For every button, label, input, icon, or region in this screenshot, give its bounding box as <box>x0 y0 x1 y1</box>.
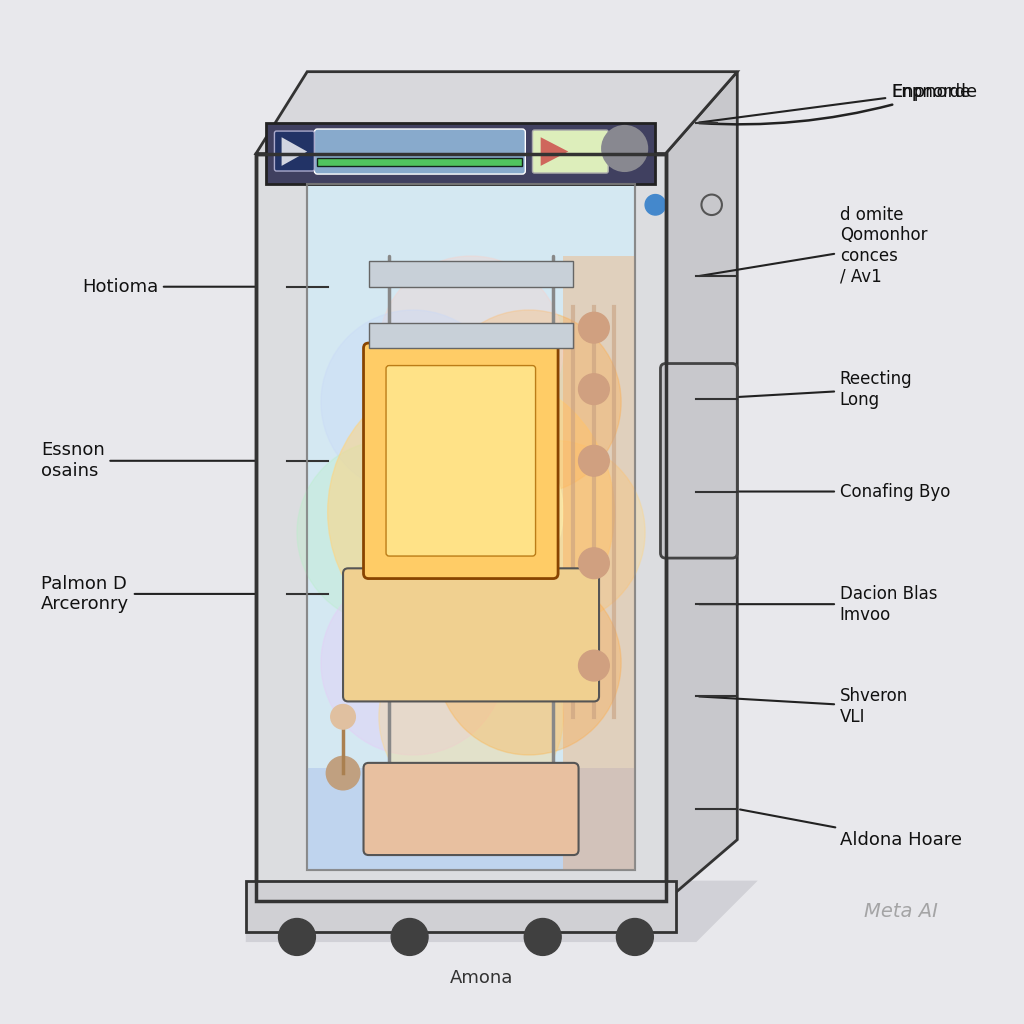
Circle shape <box>437 310 622 495</box>
Circle shape <box>391 919 428 955</box>
Polygon shape <box>307 768 635 870</box>
Circle shape <box>461 440 645 625</box>
Text: Essnon
osains: Essnon osains <box>41 441 325 480</box>
Text: Shveron
VLI: Shveron VLI <box>699 687 908 726</box>
Circle shape <box>327 757 359 790</box>
Polygon shape <box>256 154 666 901</box>
Text: Enpnorde: Enpnorde <box>699 83 971 123</box>
Polygon shape <box>563 256 635 870</box>
Circle shape <box>524 919 561 955</box>
Circle shape <box>321 310 505 495</box>
Text: Hotioma: Hotioma <box>82 278 325 296</box>
Text: Reecting
Long: Reecting Long <box>699 370 912 409</box>
FancyBboxPatch shape <box>386 366 536 556</box>
FancyBboxPatch shape <box>660 364 737 558</box>
Text: Palmon D
Arceronry: Palmon D Arceronry <box>41 574 325 613</box>
Circle shape <box>331 705 355 729</box>
Circle shape <box>379 625 563 809</box>
Circle shape <box>328 369 614 655</box>
Text: Enpnorde: Enpnorde <box>699 83 977 124</box>
Circle shape <box>579 548 609 579</box>
Circle shape <box>579 650 609 681</box>
Polygon shape <box>246 881 676 932</box>
Circle shape <box>279 919 315 955</box>
Circle shape <box>379 420 563 604</box>
Text: Meta AI: Meta AI <box>864 902 938 921</box>
Circle shape <box>616 919 653 955</box>
FancyBboxPatch shape <box>274 131 314 171</box>
Text: Conafing Byo: Conafing Byo <box>699 482 950 501</box>
Polygon shape <box>266 123 655 184</box>
Circle shape <box>579 445 609 476</box>
Circle shape <box>321 570 505 755</box>
Circle shape <box>437 570 622 755</box>
Text: Amona: Amona <box>450 969 513 987</box>
Circle shape <box>602 126 647 171</box>
Circle shape <box>645 195 666 215</box>
Polygon shape <box>256 72 737 154</box>
FancyBboxPatch shape <box>532 130 608 173</box>
Circle shape <box>579 312 609 343</box>
Circle shape <box>379 256 563 440</box>
FancyBboxPatch shape <box>317 158 522 166</box>
Circle shape <box>579 374 609 404</box>
Polygon shape <box>246 881 758 942</box>
Polygon shape <box>369 323 573 348</box>
Polygon shape <box>282 137 307 166</box>
Text: Dacion Blas
Imvoo: Dacion Blas Imvoo <box>699 585 937 624</box>
Circle shape <box>297 440 481 625</box>
Text: Aldona Hoare: Aldona Hoare <box>740 810 962 849</box>
FancyBboxPatch shape <box>314 129 525 174</box>
Polygon shape <box>666 72 737 901</box>
Polygon shape <box>307 184 635 870</box>
FancyBboxPatch shape <box>364 343 558 579</box>
Text: d omite
Qomonhor
conces
/ Av1: d omite Qomonhor conces / Av1 <box>699 206 927 286</box>
FancyBboxPatch shape <box>364 763 579 855</box>
Polygon shape <box>541 137 568 166</box>
Polygon shape <box>369 261 573 287</box>
FancyBboxPatch shape <box>343 568 599 701</box>
